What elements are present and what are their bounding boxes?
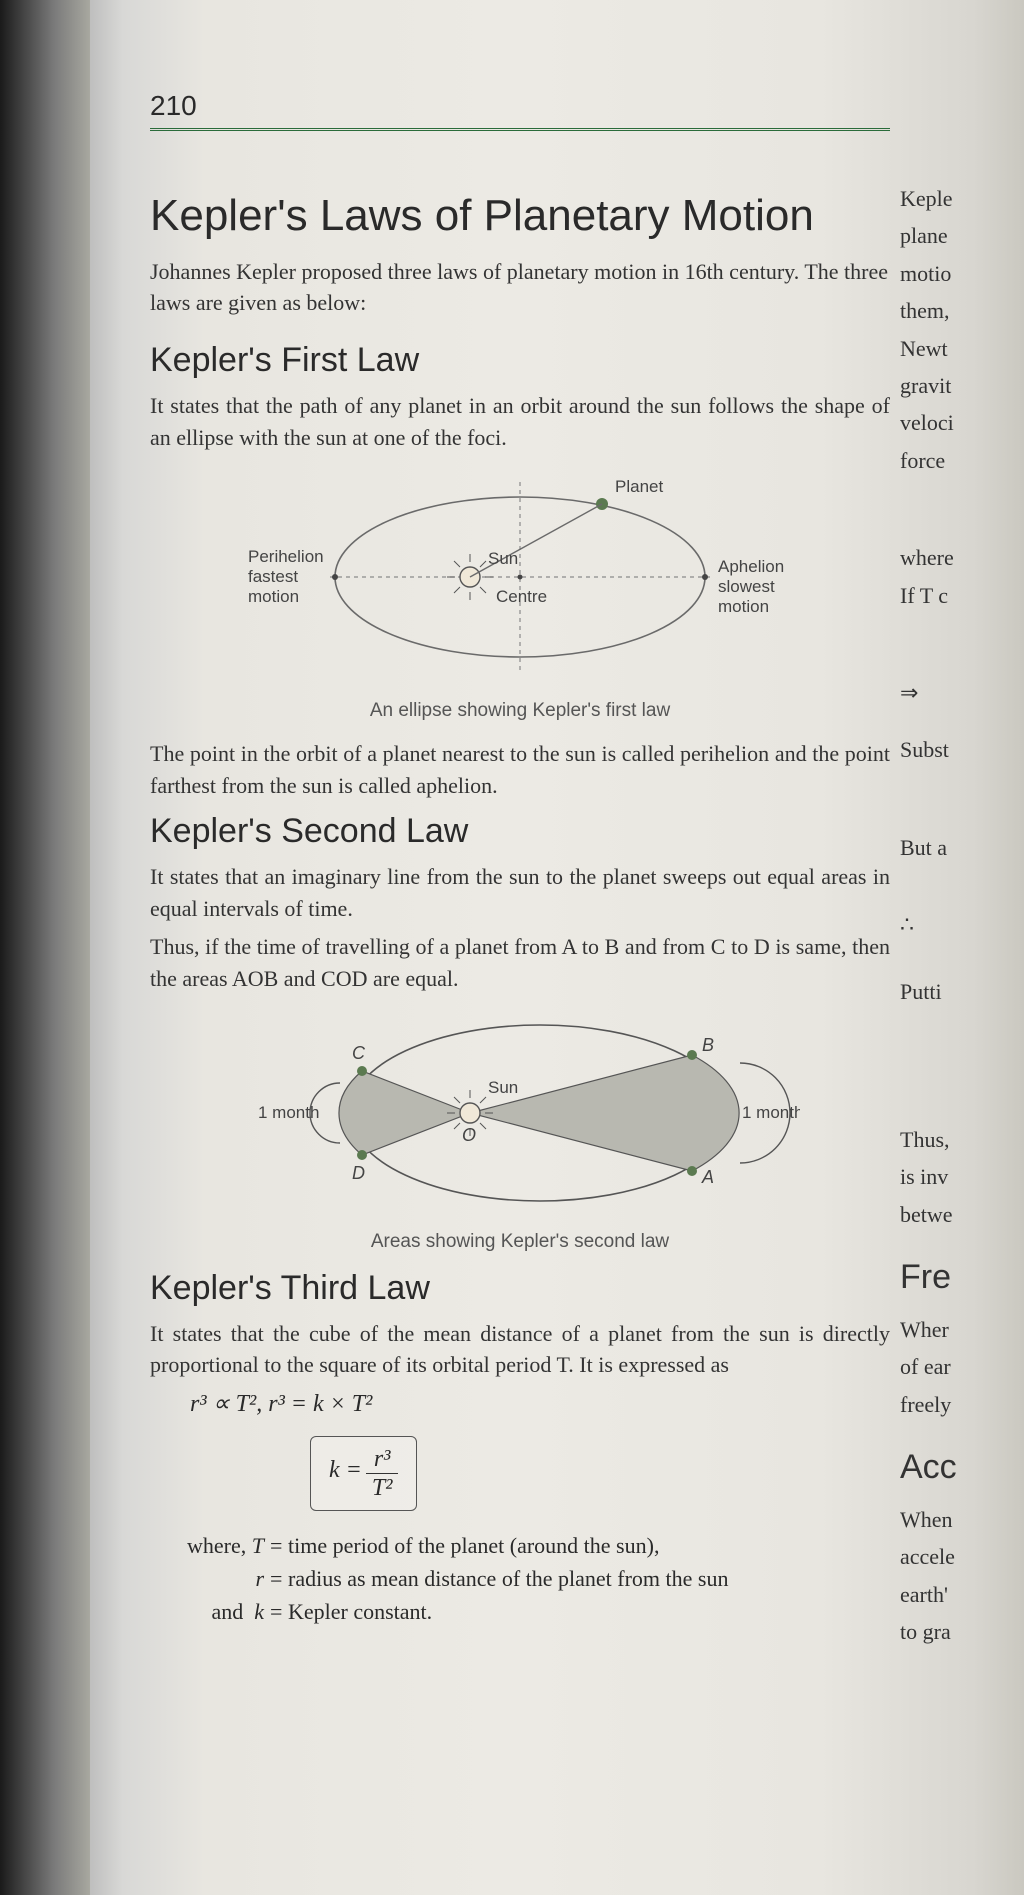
page-content: 210 Kepler's Laws of Planetary Motion Jo… [150, 90, 890, 1628]
svg-text:B: B [702, 1035, 714, 1055]
svg-text:motion: motion [248, 587, 299, 606]
law2-caption: Areas showing Kepler's second law [150, 1231, 890, 1253]
label-sun: Sun [488, 549, 518, 568]
law3-where: where, T = time period of the planet (ar… [150, 1529, 890, 1628]
label-perihelion: Perihelion [248, 547, 324, 566]
page-title: Kepler's Laws of Planetary Motion [150, 191, 890, 242]
svg-text:Sun: Sun [488, 1078, 518, 1097]
law1-figure: Planet Sun Centre Perihelion fastest mot… [150, 462, 890, 692]
label-centre: Centre [496, 587, 547, 606]
law2-heading: Kepler's Second Law [150, 812, 890, 851]
law3-heading: Kepler's Third Law [150, 1269, 890, 1308]
law1-caption: An ellipse showing Kepler's first law [150, 700, 890, 722]
svg-text:1 month: 1 month [742, 1103, 800, 1122]
law3-text1: It states that the cube of the mean dist… [150, 1318, 890, 1382]
law2-figure: Sun O A B C D 1 month 1 month [150, 1003, 890, 1223]
svg-text:O: O [462, 1125, 476, 1145]
law3-formula: r³ ∝ T², r³ = k × T² [190, 1389, 890, 1418]
ellipse-diagram: Planet Sun Centre Perihelion fastest mot… [240, 462, 800, 692]
law2-text1: It states that an imaginary line from th… [150, 861, 890, 925]
svg-text:motion: motion [718, 597, 769, 616]
law1-heading: Kepler's First Law [150, 341, 890, 380]
book-spine [0, 0, 90, 1895]
svg-text:C: C [352, 1043, 366, 1063]
page-number: 210 [150, 90, 890, 131]
next-page-cutoff: Keple plane motio them, Newt gravit velo… [900, 180, 1024, 1650]
law2-text2: Thus, if the time of travelling of a pla… [150, 931, 890, 995]
svg-text:A: A [701, 1167, 714, 1187]
label-planet: Planet [615, 477, 663, 496]
svg-text:fastest: fastest [248, 567, 298, 586]
law1-text1: It states that the path of any planet in… [150, 390, 890, 454]
law3-boxed-formula: k = r³ T² [310, 1436, 417, 1511]
svg-text:1 month: 1 month [258, 1103, 319, 1122]
law1-text2: The point in the orbit of a planet neare… [150, 738, 890, 802]
intro-text: Johannes Kepler proposed three laws of p… [150, 256, 890, 320]
label-aphelion: Aphelion [718, 557, 784, 576]
svg-text:slowest: slowest [718, 577, 775, 596]
svg-text:D: D [352, 1163, 365, 1183]
areas-diagram: Sun O A B C D 1 month 1 month [240, 1003, 800, 1223]
